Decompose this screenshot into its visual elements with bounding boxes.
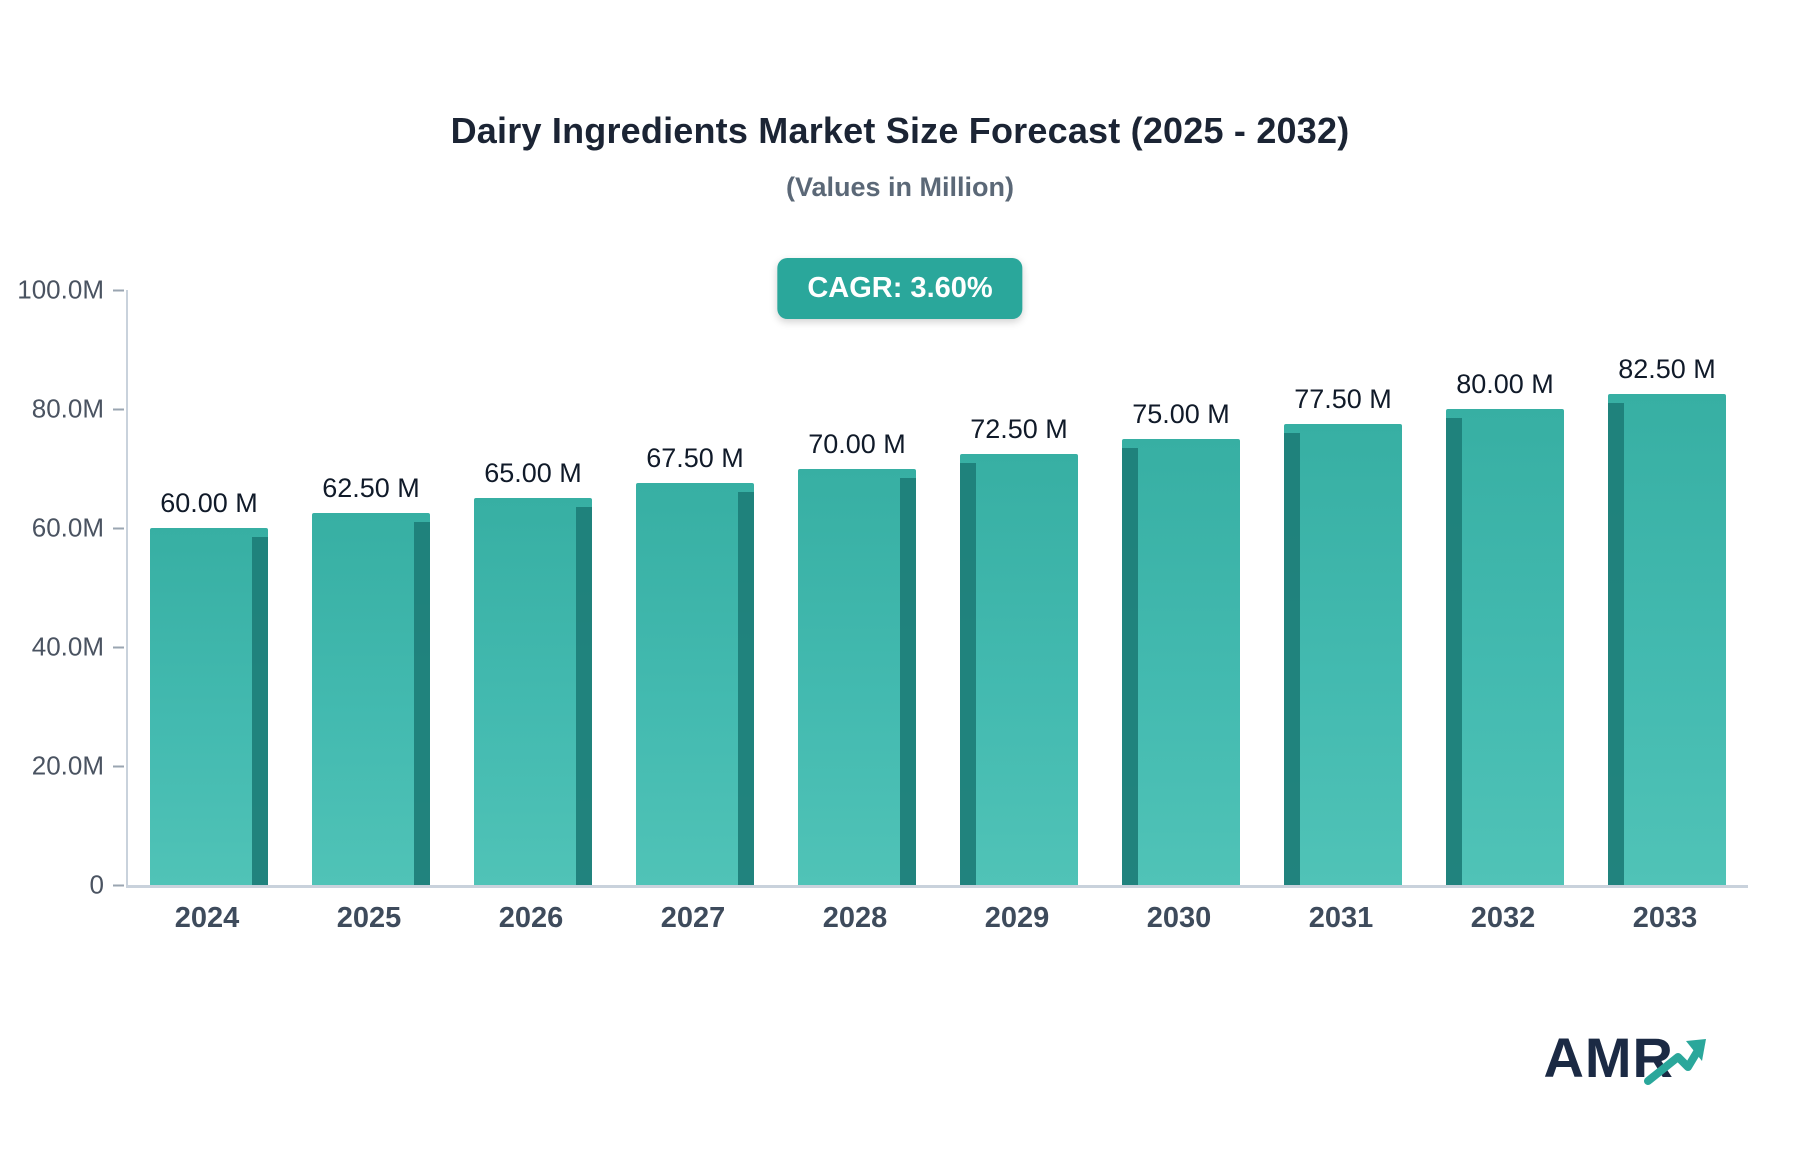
chart-title: Dairy Ingredients Market Size Forecast (… — [450, 110, 1350, 151]
x-axis-label: 2029 — [984, 902, 1050, 934]
y-tick: 40.0M — [32, 632, 124, 663]
bar-group: 62.50 M — [290, 290, 452, 885]
bar — [312, 513, 430, 885]
bar — [1446, 409, 1564, 885]
y-tick-mark — [113, 408, 124, 410]
bar-side-shade — [900, 477, 916, 885]
y-tick-mark — [113, 289, 124, 291]
y-tick-label: 40.0M — [31, 631, 104, 662]
bars: 60.00 M 62.50 M 65.00 M 67.50 M 70.00 M 72.50… — [128, 290, 1748, 885]
y-tick-label: 80.0M — [31, 393, 104, 424]
bar — [798, 468, 916, 885]
bar-value-label: 82.50 M — [1618, 354, 1716, 385]
bar-group: 70.00 M — [776, 290, 938, 885]
bar — [1608, 394, 1726, 885]
bar — [636, 483, 754, 885]
y-tick-mark — [113, 884, 124, 886]
bar-value-label: 80.00 M — [1456, 369, 1554, 399]
y-tick: 0 — [90, 870, 124, 901]
bar-value-label: 72.50 M — [970, 413, 1068, 444]
x-axis-label: 2032 — [1470, 902, 1536, 934]
cagr-badge: CAGR: 3.60% — [777, 258, 1023, 319]
bar-value-label: 62.50 M — [322, 473, 420, 504]
bar-side-shade — [1608, 403, 1624, 885]
bar-side-shade — [576, 507, 592, 885]
y-tick-label: 100.0M — [17, 274, 104, 305]
y-tick-label: 0 — [89, 869, 104, 900]
x-axis-label: 2033 — [1632, 902, 1698, 934]
amr-logo: AMR — [1543, 1025, 1708, 1090]
bar-value-label: 60.00 M — [160, 488, 258, 518]
bar-side-shade — [738, 492, 754, 885]
bar-value-label: 70.00 M — [808, 428, 906, 459]
y-tick-label: 60.0M — [31, 512, 104, 543]
chart-subtitle: (Values in Million) — [785, 172, 1015, 202]
y-tick-mark — [113, 765, 124, 767]
bar-side-shade — [960, 462, 976, 885]
x-axis-label: 2026 — [498, 902, 564, 934]
bar — [1122, 438, 1240, 885]
x-axis-label: 2027 — [660, 902, 726, 934]
y-tick-label: 20.0M — [31, 750, 104, 781]
bar — [1284, 423, 1402, 885]
y-tick: 100.0M — [17, 275, 124, 306]
y-axis: 0 20.0M 40.0M 60.0M 80.0M 100.0M — [0, 275, 124, 900]
bar-side-shade — [1446, 418, 1462, 885]
x-axis-label: 2030 — [1146, 902, 1212, 934]
bar-side-shade — [1284, 432, 1300, 885]
bar — [960, 453, 1078, 885]
bar-value-label: 67.50 M — [646, 443, 744, 474]
bar-group: 77.50 M — [1262, 290, 1424, 885]
bar-side-shade — [252, 537, 268, 885]
y-tick: 20.0M — [32, 751, 124, 782]
x-axis-label: 2028 — [822, 902, 888, 934]
x-labels: 2024 2025 2026 2027 2028 2029 2030 2031 2032 2033 — [126, 902, 1746, 935]
bar-value-label: 75.00 M — [1132, 398, 1230, 429]
bar — [474, 498, 592, 885]
bar-value-label: 65.00 M — [484, 458, 582, 489]
bar-group: 75.00 M — [1100, 290, 1262, 885]
bar-value-label: 77.50 M — [1294, 383, 1392, 414]
y-tick-mark — [113, 646, 124, 648]
x-axis-label: 2031 — [1308, 902, 1374, 934]
y-tick-mark — [113, 527, 124, 529]
plot-area: 60.00 M 62.50 M 65.00 M 67.50 M 70.00 M 72.50… — [126, 290, 1748, 888]
bar-side-shade — [1122, 447, 1138, 885]
bar-group: 72.50 M — [938, 290, 1100, 885]
bar-side-shade — [414, 522, 430, 885]
y-tick: 80.0M — [32, 394, 124, 425]
bar — [150, 528, 268, 885]
x-axis-label: 2025 — [336, 902, 402, 934]
bar-group: 60.00 M — [128, 290, 290, 885]
y-tick: 60.0M — [32, 513, 124, 544]
x-axis-label: 2024 — [174, 902, 240, 934]
bar-group: 67.50 M — [614, 290, 776, 885]
bar-group: 82.50 M — [1586, 290, 1748, 885]
growth-arrow-icon — [1644, 1038, 1706, 1085]
bar-group: 65.00 M — [452, 290, 614, 885]
bar-group: 80.00 M — [1424, 290, 1586, 885]
